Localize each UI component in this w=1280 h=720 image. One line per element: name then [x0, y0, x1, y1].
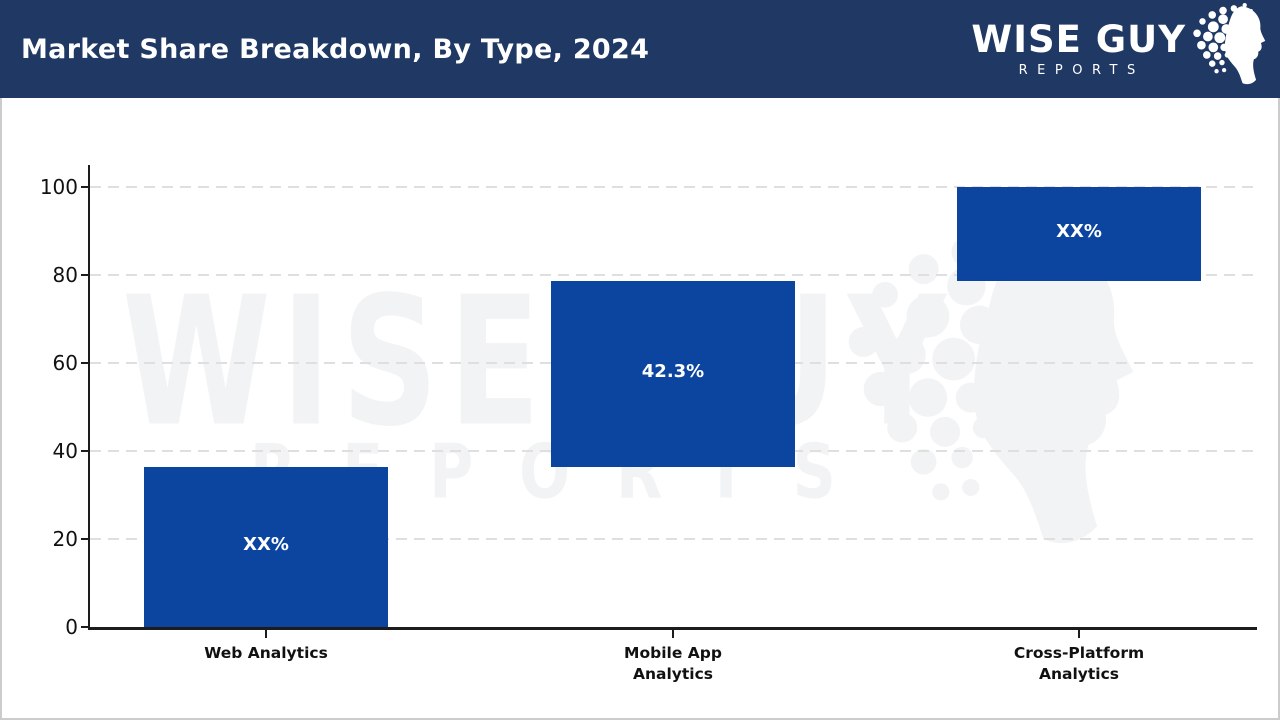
y-tick-label-80: 80 — [52, 263, 78, 287]
gridline-100 — [90, 186, 1257, 188]
chart-canvas: WISE GUY REPORTS 0 20 40 60 80 100 XX% Web Anal… — [0, 98, 1280, 720]
gridline-80 — [90, 274, 1257, 276]
bar-value-label-mobile-app-analytics: 42.3% — [641, 360, 705, 382]
x-tick-web-analytics — [265, 630, 267, 638]
logo-subtitle: REPORTS — [1018, 62, 1145, 78]
x-axis — [88, 627, 1257, 630]
x-category-label-line: Cross-Platform — [1013, 644, 1145, 662]
bar-value-label-cross-platform-analytics: XX% — [1056, 220, 1102, 242]
wise-guy-reports-logo: WISE GUY REPORTS — [971, 3, 1270, 95]
y-tick-80 — [81, 274, 89, 276]
chart-title: Market Share Breakdown, By Type, 2024 — [21, 33, 650, 65]
y-tick-60 — [81, 362, 89, 364]
bar-mobile-app-analytics — [551, 280, 795, 467]
y-axis — [88, 165, 90, 629]
y-tick-20 — [81, 538, 89, 540]
y-tick-0 — [81, 626, 89, 628]
y-tick-100 — [81, 186, 89, 188]
y-tick-label-0: 0 — [65, 615, 78, 639]
gridline-20 — [90, 538, 1257, 540]
x-tick-mobile-app-analytics — [672, 630, 674, 638]
bar-cross-platform-analytics — [957, 187, 1201, 281]
y-tick-label-100: 100 — [39, 175, 78, 199]
y-tick-label-40: 40 — [52, 439, 78, 463]
bar-web-analytics — [144, 466, 388, 627]
y-tick-label-20: 20 — [52, 527, 78, 551]
x-tick-cross-platform-analytics — [1078, 630, 1080, 638]
logo-wordmark: WISE GUY — [971, 17, 1186, 61]
x-category-label-cross-platform-analytics: Cross-Platform Analytics — [939, 643, 1219, 685]
x-category-label-mobile-app-analytics: Mobile App Analytics — [533, 643, 813, 685]
x-category-label-web-analytics: Web Analytics — [126, 643, 406, 664]
logo-text: WISE GUY REPORTS — [971, 21, 1186, 78]
y-tick-label-60: 60 — [52, 351, 78, 375]
x-category-label-line: Web Analytics — [204, 644, 328, 662]
x-category-label-line: Analytics — [1038, 665, 1120, 683]
bar-value-label-web-analytics: XX% — [243, 533, 289, 555]
x-category-label-line: Mobile App — [624, 644, 722, 662]
x-category-label-line: Analytics — [632, 665, 714, 683]
y-tick-40 — [81, 450, 89, 452]
header-bar: Market Share Breakdown, By Type, 2024 WI… — [0, 0, 1280, 98]
logo-head-icon — [1188, 3, 1270, 95]
